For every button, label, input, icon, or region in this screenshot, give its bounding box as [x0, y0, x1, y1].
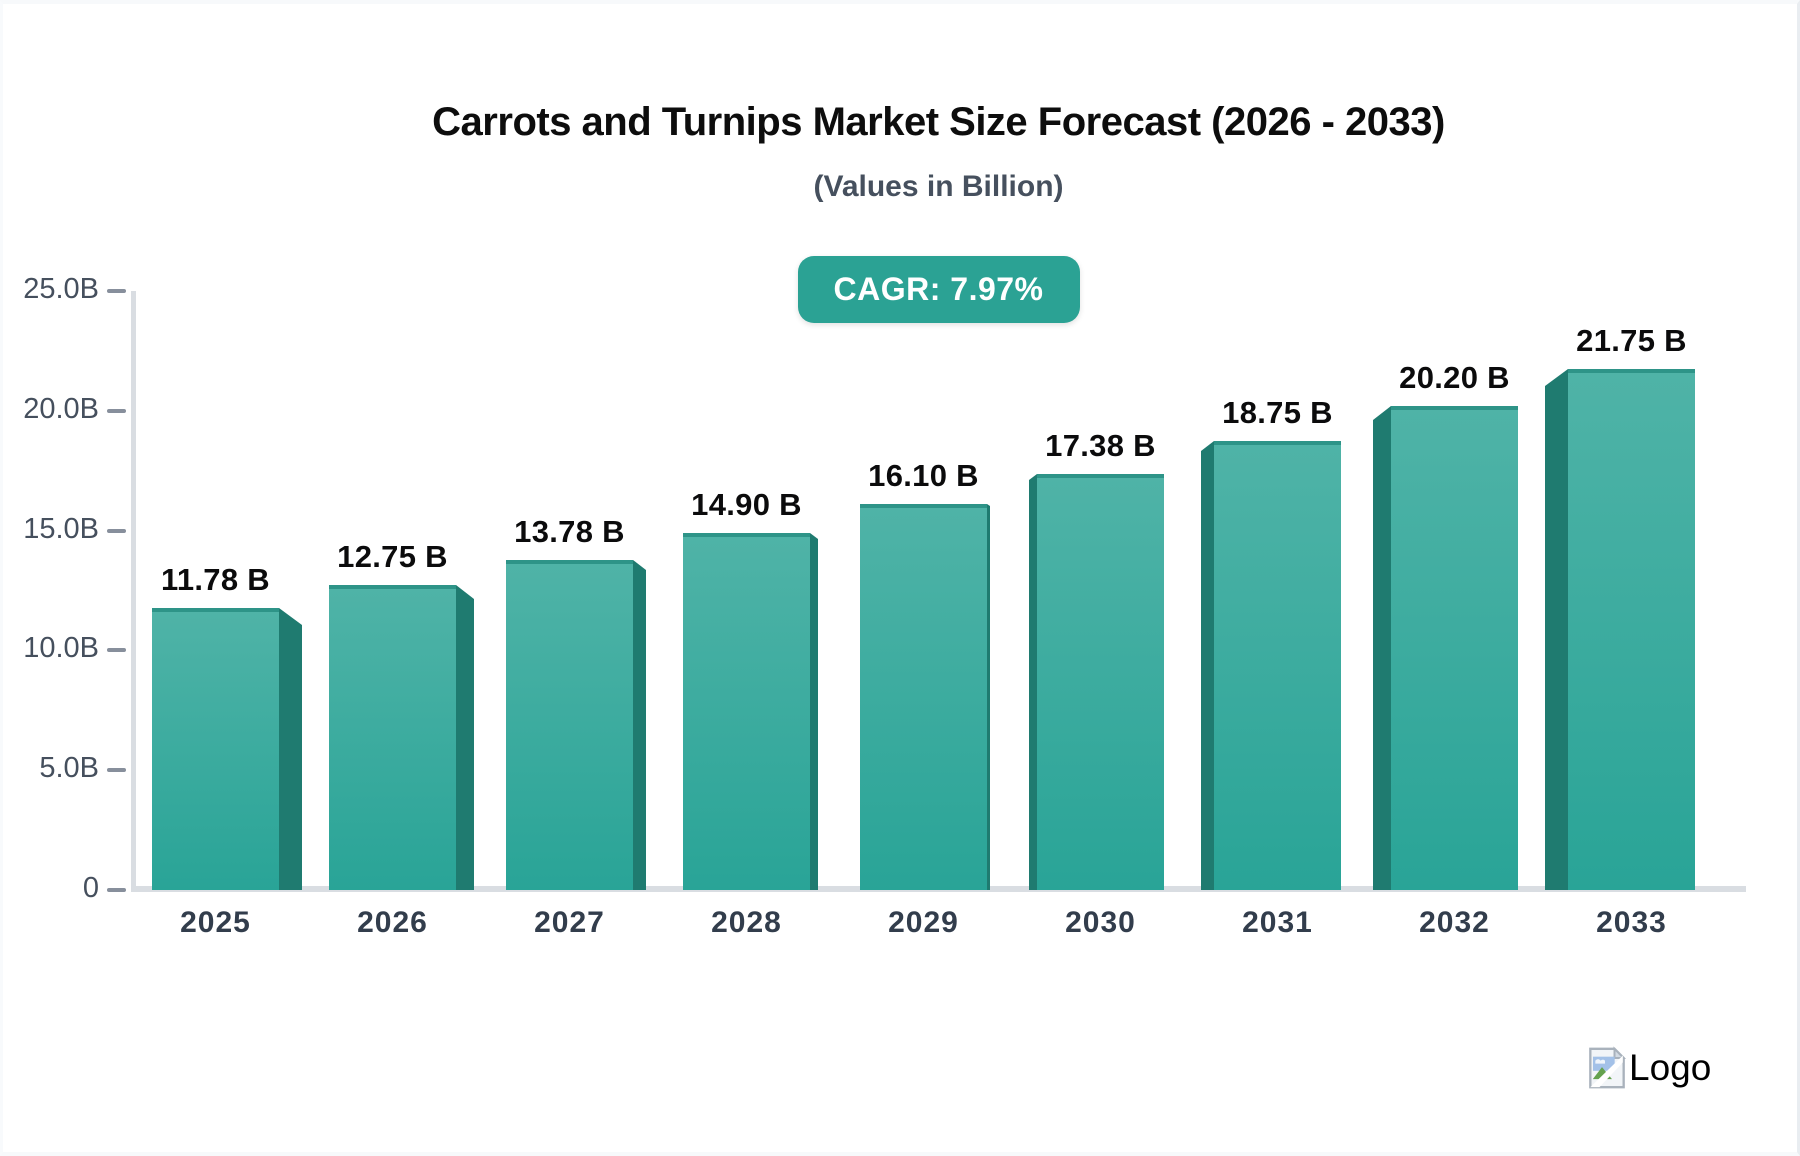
x-axis-label: 2025	[180, 906, 251, 939]
bar-value-label: 14.90 B	[691, 487, 802, 522]
y-axis-label: 20.0B	[23, 392, 99, 425]
cagr-badge: CAGR: 7.97%	[131, 256, 1746, 323]
y-axis-tick	[107, 528, 126, 533]
logo-alt-text: Logo	[1629, 1047, 1712, 1088]
bar	[1568, 369, 1695, 890]
bar	[860, 504, 987, 890]
y-axis-tick	[107, 648, 126, 653]
bar-value-label: 13.78 B	[514, 514, 625, 549]
bar-value-label: 11.78 B	[161, 562, 270, 597]
bar-value-label: 17.38 B	[1045, 428, 1156, 463]
bar	[683, 533, 810, 890]
cagr-badge-pill: CAGR: 7.97%	[797, 256, 1080, 323]
x-axis-label: 2029	[888, 906, 959, 939]
broken-image-icon	[1589, 1046, 1627, 1089]
bar	[329, 585, 456, 890]
y-axis-label: 25.0B	[23, 273, 99, 306]
y-axis-tick	[107, 888, 126, 892]
bar	[506, 560, 633, 890]
y-axis-label: 15.0B	[23, 512, 99, 545]
chart-title: Carrots and Turnips Market Size Forecast…	[432, 100, 1445, 144]
bar-side-face	[810, 533, 818, 890]
y-axis-label: 5.0B	[39, 752, 99, 785]
bar-value-label: 12.75 B	[337, 539, 448, 574]
bar-side-face	[1201, 441, 1214, 890]
x-axis-label: 2030	[1065, 906, 1136, 939]
bar-side-face	[1373, 406, 1391, 890]
bar-value-label: 16.10 B	[868, 458, 979, 493]
y-axis-label: 10.0B	[23, 632, 99, 665]
y-axis-line	[131, 291, 136, 890]
bar-side-face	[279, 608, 302, 890]
bar	[152, 608, 279, 890]
bar-side-face	[987, 504, 990, 890]
bar-side-face	[456, 585, 474, 890]
x-axis-label: 2033	[1596, 906, 1667, 939]
y-axis-tick	[107, 408, 126, 413]
y-axis-tick	[107, 768, 126, 773]
x-axis-label: 2031	[1242, 906, 1313, 939]
chart-subtitle: (Values in Billion)	[813, 170, 1064, 203]
bar-side-face	[1029, 474, 1037, 890]
x-axis-label: 2026	[357, 906, 428, 939]
bar-value-label: 18.75 B	[1222, 395, 1333, 430]
y-axis-label: 0	[82, 872, 99, 904]
x-axis-label: 2028	[711, 906, 782, 939]
logo: Logo	[1587, 1046, 1711, 1090]
bar-value-label: 20.20 B	[1399, 360, 1510, 395]
y-axis-tick	[107, 289, 126, 294]
bar	[1391, 406, 1518, 890]
bar-side-face	[1545, 369, 1568, 890]
x-axis-label: 2027	[534, 906, 605, 939]
bar-side-face	[633, 560, 646, 890]
bar-value-label: 21.75 B	[1576, 323, 1687, 358]
bar	[1214, 441, 1341, 890]
bar	[1037, 474, 1164, 890]
x-axis-label: 2032	[1419, 906, 1490, 939]
